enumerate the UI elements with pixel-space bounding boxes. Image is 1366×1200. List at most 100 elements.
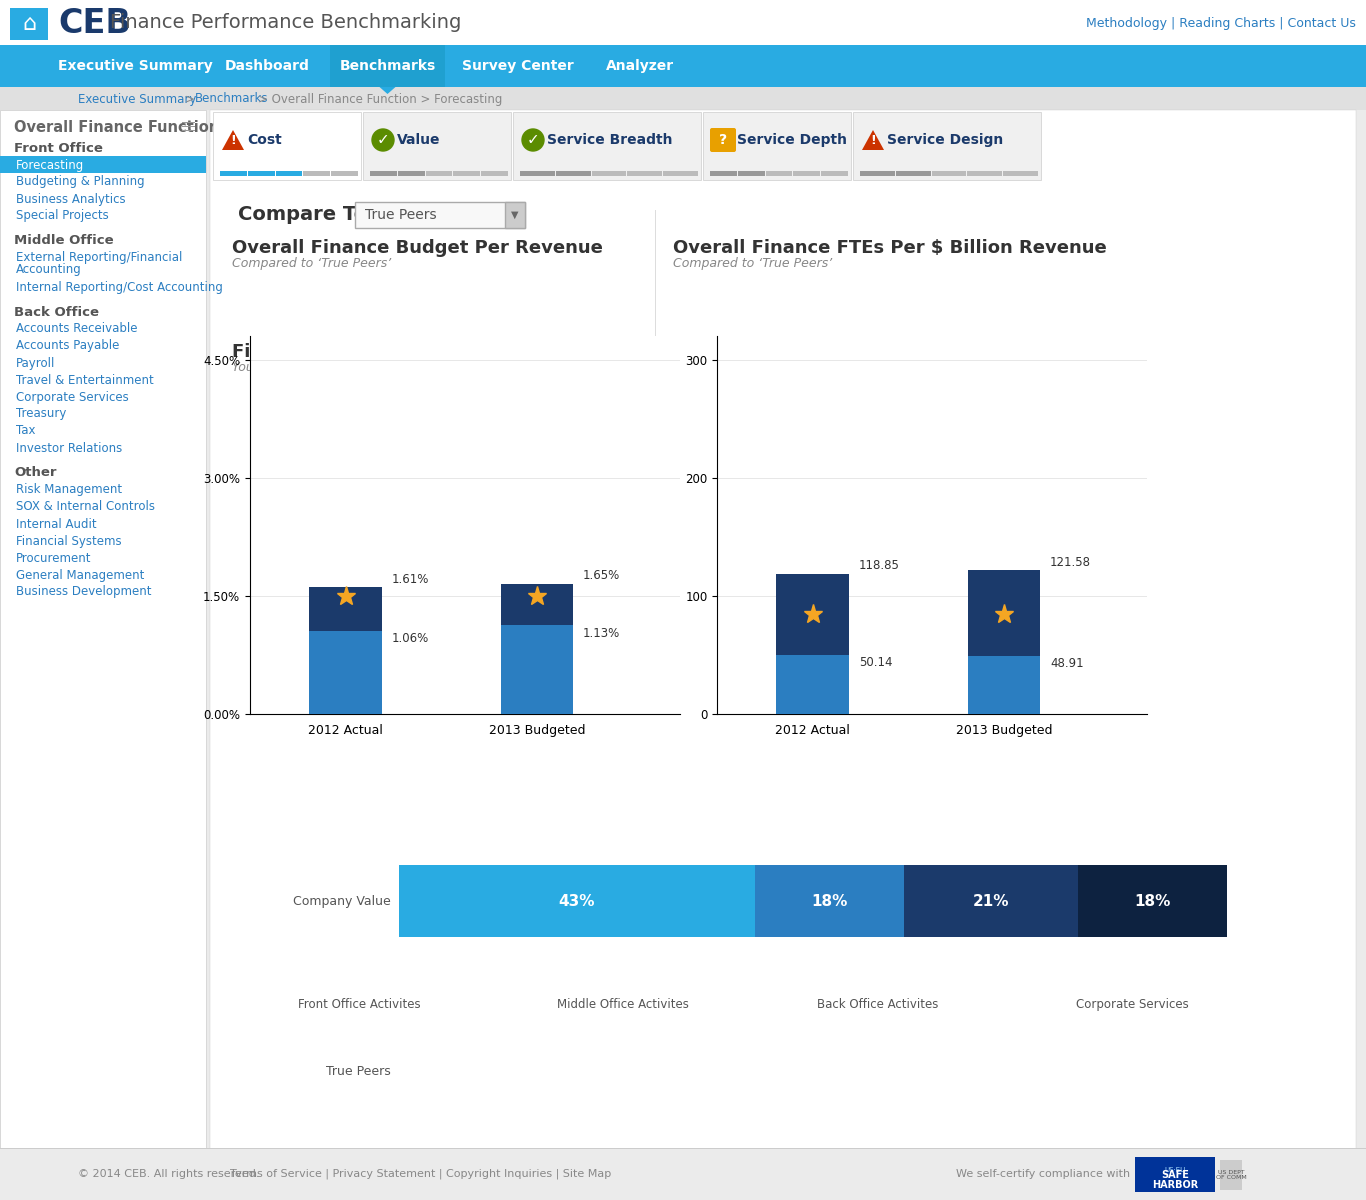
Text: Cost: Cost (247, 133, 281, 146)
Bar (854, 1036, 1037, 1108)
Text: Budgeting & Planning: Budgeting & Planning (16, 175, 145, 188)
Text: 21%: 21% (973, 894, 1009, 908)
Bar (738, 170, 765, 176)
Text: 1.06%: 1.06% (392, 632, 429, 646)
Text: Benchmarks: Benchmarks (195, 92, 269, 106)
Text: Compared to ‘True Peers’: Compared to ‘True Peers’ (673, 258, 832, 270)
Bar (331, 170, 358, 176)
Bar (591, 170, 627, 176)
Text: ⌂: ⌂ (22, 14, 36, 34)
Text: 1.13%: 1.13% (583, 626, 620, 640)
Text: Your Company Compared to True Peer Group: Your Company Compared to True Peer Group (232, 360, 514, 373)
Bar (220, 170, 247, 176)
Text: Financial Systems: Financial Systems (16, 534, 122, 547)
Bar (505, 202, 525, 228)
Text: 50.14: 50.14 (859, 656, 892, 668)
Polygon shape (223, 130, 245, 150)
Text: Service Design: Service Design (887, 133, 1003, 146)
Text: > Overall Finance Function > Forecasting: > Overall Finance Function > Forecasting (258, 92, 503, 106)
Text: !: ! (229, 134, 236, 148)
Text: Special Projects: Special Projects (16, 210, 109, 222)
Text: ✓: ✓ (527, 132, 540, 148)
Bar (896, 170, 930, 176)
Text: Back Office Activites: Back Office Activites (817, 998, 938, 1010)
Bar (703, 112, 851, 180)
Bar (1003, 170, 1038, 176)
Text: Finance Performance Benchmarking: Finance Performance Benchmarking (111, 13, 462, 32)
Bar (514, 112, 701, 180)
Text: !: ! (870, 134, 876, 148)
Text: Forecasting: Forecasting (16, 158, 85, 172)
Text: Business Analytics: Business Analytics (16, 192, 126, 205)
Text: Terms of Service | Privacy Statement | Copyright Inquiries | Site Map: Terms of Service | Privacy Statement | C… (229, 1169, 611, 1180)
Bar (500, 625, 574, 714)
Bar (309, 630, 382, 714)
Text: Risk Management: Risk Management (16, 484, 122, 497)
Text: 48.91: 48.91 (1050, 658, 1083, 671)
Text: 1.61%: 1.61% (392, 572, 429, 586)
Text: Dashboard: Dashboard (225, 59, 310, 73)
Text: US·EU: US·EU (1164, 1166, 1186, 1174)
Text: Procurement: Procurement (16, 552, 92, 564)
Polygon shape (862, 130, 884, 150)
Text: Company Value: Company Value (292, 894, 391, 907)
Bar (370, 170, 396, 176)
Text: >: > (184, 92, 195, 106)
Text: Corporate Services: Corporate Services (1076, 998, 1190, 1010)
Text: Middle Office Activites: Middle Office Activites (557, 998, 690, 1010)
Bar (399, 1036, 597, 1108)
Text: Travel & Entertainment: Travel & Entertainment (16, 373, 154, 386)
Bar (182, 126, 195, 127)
Bar (0, 1148, 1366, 1200)
Bar (210, 110, 1356, 1150)
Bar (0, 0, 1366, 44)
Text: Service Breadth: Service Breadth (546, 133, 672, 146)
Bar (967, 170, 1003, 176)
Text: Treasury: Treasury (16, 408, 67, 420)
Bar (627, 170, 663, 176)
Text: Overall Finance Function: Overall Finance Function (14, 120, 220, 134)
Bar (426, 170, 452, 176)
Text: Internal Reporting/Cost Accounting: Internal Reporting/Cost Accounting (16, 281, 223, 294)
Bar (520, 170, 555, 176)
Bar (0, 156, 206, 173)
Bar (481, 170, 508, 176)
Bar (861, 170, 895, 176)
Bar (597, 1036, 854, 1108)
Bar (0, 86, 1366, 110)
Bar (664, 170, 698, 176)
Text: Investor Relations: Investor Relations (16, 442, 122, 455)
Text: Survey Center: Survey Center (462, 59, 574, 73)
Bar (967, 570, 1041, 714)
Text: True Peers: True Peers (326, 1066, 391, 1079)
Bar (1135, 1157, 1214, 1192)
Text: 18%: 18% (811, 894, 847, 908)
Text: Accounting: Accounting (16, 264, 82, 276)
Bar (303, 170, 331, 176)
Text: Overall Finance FTEs Per $ Billion Revenue: Overall Finance FTEs Per $ Billion Reven… (673, 239, 1106, 257)
Bar (500, 584, 574, 714)
Circle shape (522, 128, 544, 151)
Bar (776, 655, 850, 714)
Text: SAFE
HARBOR: SAFE HARBOR (1152, 1170, 1198, 1190)
Text: Compare To:: Compare To: (238, 205, 374, 224)
Bar (363, 112, 511, 180)
Text: CEB: CEB (57, 7, 131, 40)
Bar (182, 130, 195, 131)
Bar (182, 121, 195, 122)
Bar (0, 44, 1366, 86)
Text: Executive Summary: Executive Summary (78, 92, 197, 106)
Text: Accounts Payable: Accounts Payable (16, 340, 119, 353)
Text: Other: Other (14, 467, 56, 480)
Text: Methodology | Reading Charts | Contact Us: Methodology | Reading Charts | Contact U… (1086, 17, 1356, 30)
Bar (755, 865, 904, 937)
Text: We self-certify compliance with: We self-certify compliance with (956, 1169, 1130, 1178)
Text: Payroll: Payroll (16, 356, 56, 370)
Bar (0, 110, 206, 1150)
Text: 121.58: 121.58 (1050, 557, 1091, 569)
Bar (276, 170, 302, 176)
Text: Tax: Tax (16, 425, 36, 438)
Bar (454, 170, 481, 176)
Text: Service Depth: Service Depth (738, 133, 847, 146)
Text: 1.65%: 1.65% (583, 570, 620, 582)
